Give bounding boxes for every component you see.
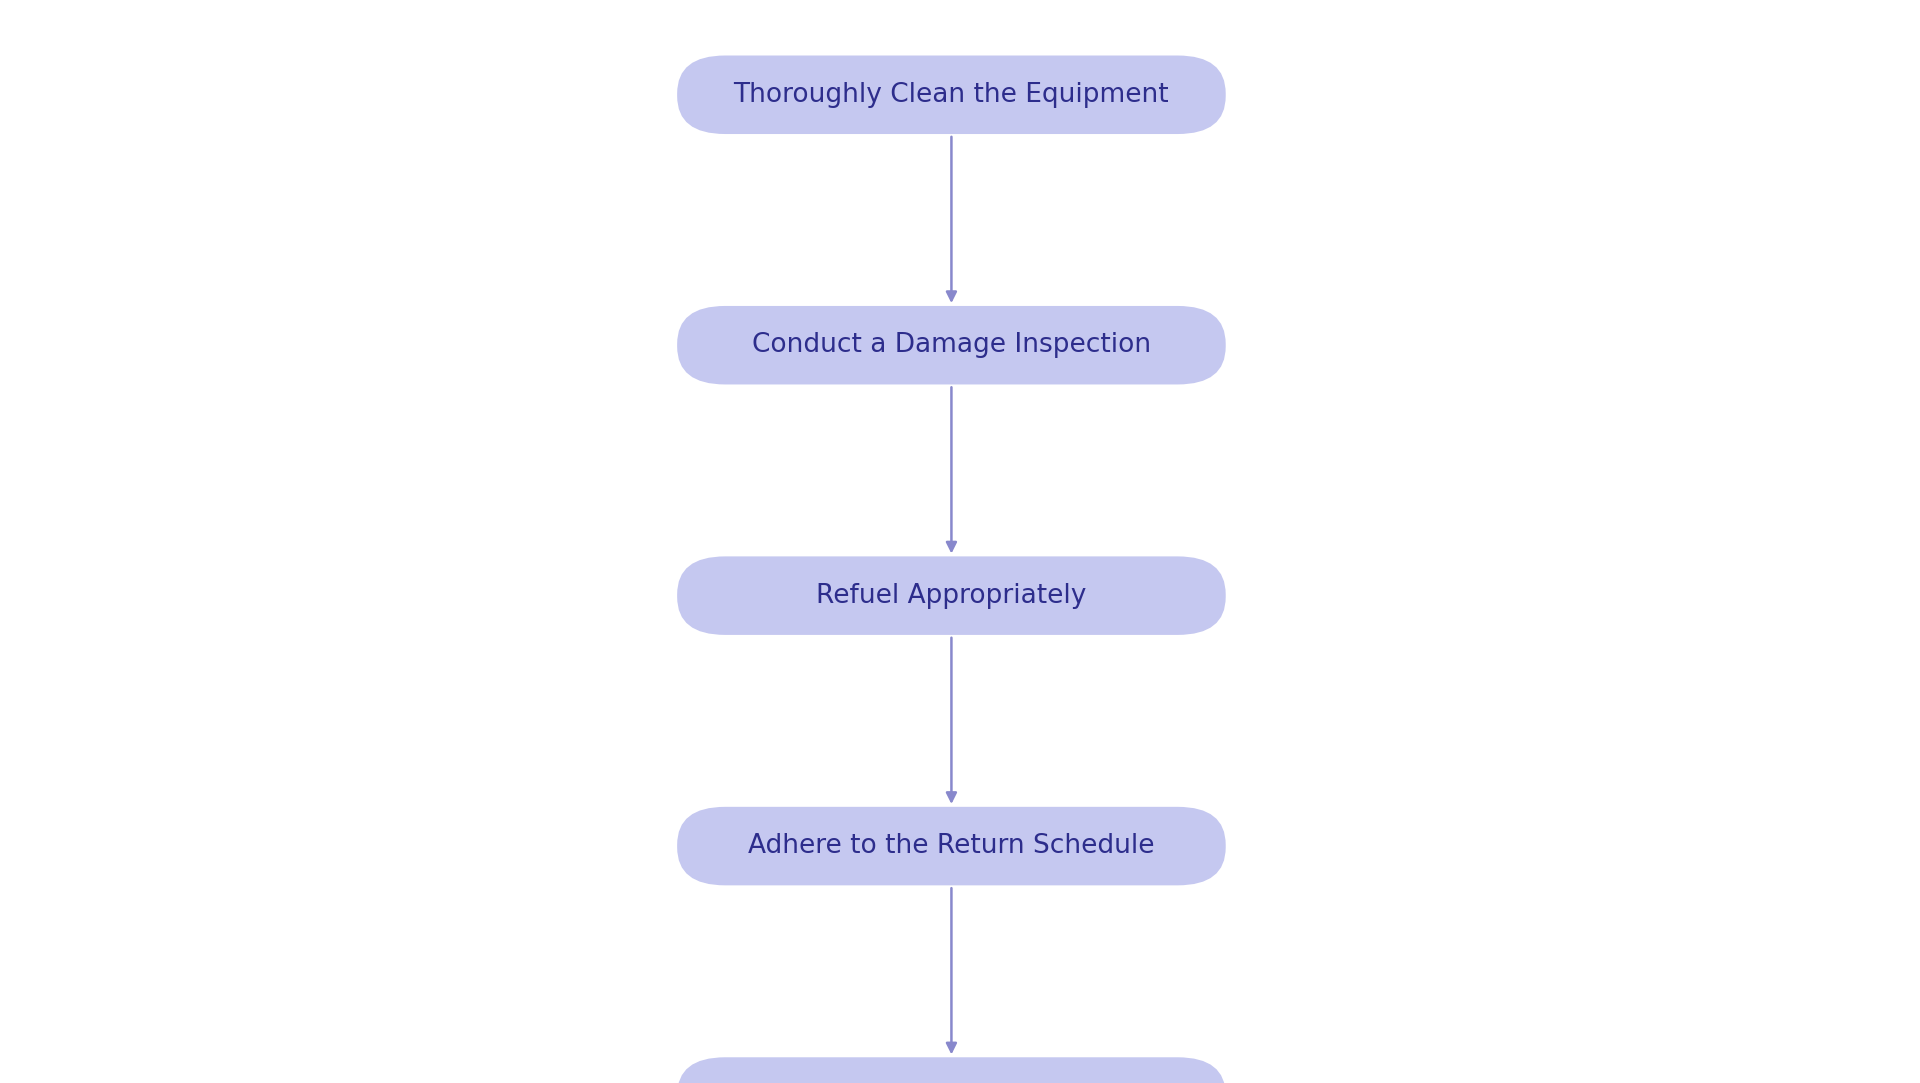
FancyBboxPatch shape (678, 305, 1225, 384)
FancyBboxPatch shape (678, 1057, 1225, 1083)
Text: Refuel Appropriately: Refuel Appropriately (816, 583, 1087, 609)
FancyBboxPatch shape (678, 55, 1225, 134)
Text: Conduct a Damage Inspection: Conduct a Damage Inspection (753, 332, 1150, 358)
FancyBboxPatch shape (678, 807, 1225, 886)
FancyBboxPatch shape (678, 557, 1225, 635)
Text: Thoroughly Clean the Equipment: Thoroughly Clean the Equipment (733, 81, 1169, 108)
Text: Adhere to the Return Schedule: Adhere to the Return Schedule (749, 833, 1154, 859)
